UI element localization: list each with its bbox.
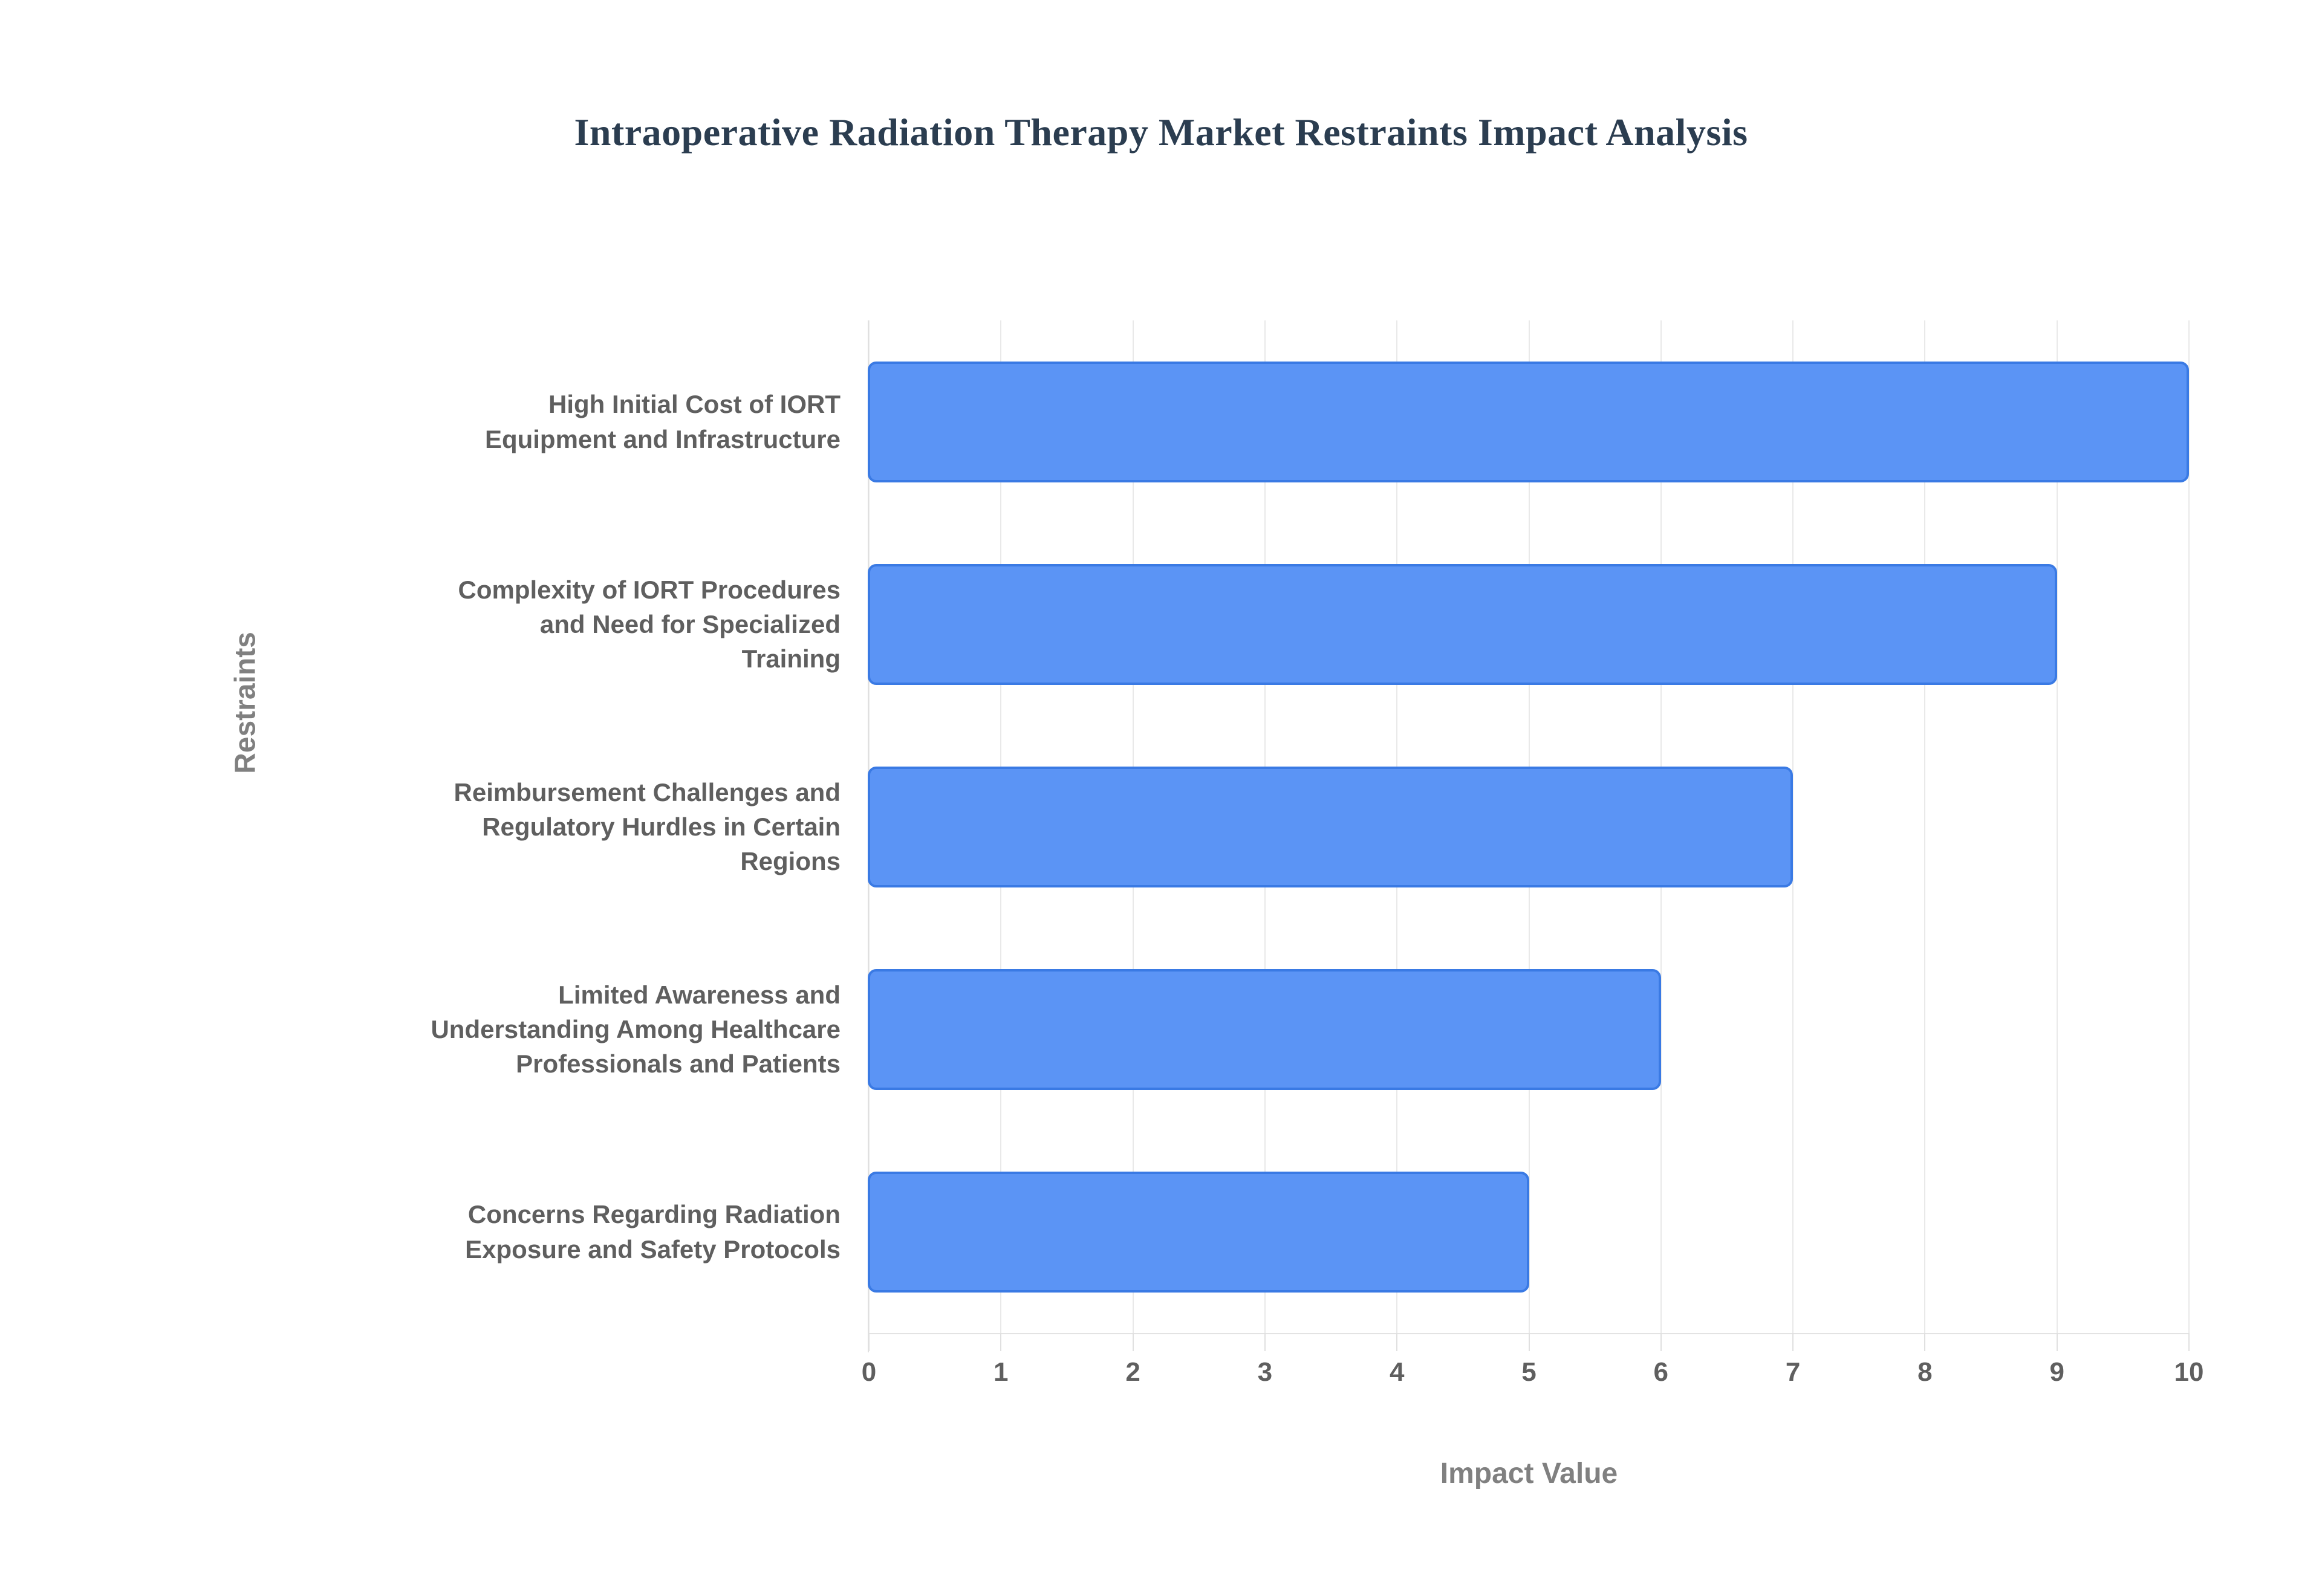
tick-mark-0 — [868, 1333, 870, 1351]
y-tick-label-text: Concerns Regarding Radiation Exposure and… — [465, 1200, 841, 1264]
x-tick-label: 4 — [1389, 1357, 1405, 1387]
bar-slot — [868, 928, 2189, 1130]
tick-mark-4 — [1396, 1333, 1398, 1351]
gridline-x-10 — [2188, 320, 2190, 1333]
x-axis-title: Impact Value — [1440, 1458, 1618, 1490]
gridline-x-9 — [2056, 320, 2058, 1333]
x-tick-label: 2 — [1125, 1357, 1140, 1387]
bar-slot — [868, 523, 2189, 725]
bar-slot — [868, 320, 2189, 523]
x-tick-label: 1 — [994, 1357, 1009, 1387]
tick-mark-5 — [1528, 1333, 1530, 1351]
x-tick-label: 5 — [1521, 1357, 1537, 1387]
gridline-x-8 — [1924, 320, 1926, 1333]
x-tick-label: 8 — [1917, 1357, 1933, 1387]
y-tick-label-text: Reimbursement Challenges and Regulatory H… — [454, 777, 841, 876]
bar[interactable] — [868, 361, 2189, 482]
tick-mark-8 — [1924, 1333, 1926, 1351]
x-tick-label: 9 — [2049, 1357, 2064, 1387]
x-tick-label: 7 — [1785, 1357, 1801, 1387]
x-tick-label: 6 — [1653, 1357, 1669, 1387]
tick-mark-6 — [1660, 1333, 1662, 1351]
y-axis-title: Restraints — [229, 632, 262, 774]
bar[interactable] — [868, 1171, 1529, 1293]
y-tick-label-text: Complexity of IORT Procedures and Need fo… — [458, 575, 841, 673]
y-tick-label-text: Limited Awareness and Understanding Among… — [431, 980, 841, 1079]
x-tick-label: 3 — [1257, 1357, 1273, 1387]
bar[interactable] — [868, 968, 1661, 1090]
gridline-x-7 — [1792, 320, 1794, 1333]
y-axis-tick-labels: High Initial Cost of IORT Equipment and I… — [230, 320, 841, 1333]
plot-area — [868, 320, 2190, 1352]
y-tick-label: Concerns Regarding Radiation Exposure and… — [230, 1130, 841, 1333]
tick-mark-2 — [1132, 1333, 1134, 1351]
bar[interactable] — [868, 766, 1794, 887]
tick-mark-3 — [1264, 1333, 1266, 1351]
tick-mark-10 — [2188, 1333, 2190, 1351]
bar-slot — [868, 1130, 2189, 1333]
x-axis-tick-labels: 0 1 2 3 4 5 6 7 8 9 10 — [862, 1357, 2204, 1400]
y-tick-label: Limited Awareness and Understanding Among… — [230, 928, 841, 1130]
bar[interactable] — [868, 563, 2057, 685]
x-tick-label: 0 — [861, 1357, 877, 1387]
tick-mark-1 — [1000, 1333, 1002, 1351]
bar-slot — [868, 725, 2189, 928]
x-tick-label: 10 — [2174, 1357, 2204, 1387]
tick-mark-9 — [2056, 1333, 2058, 1351]
y-tick-label: Reimbursement Challenges and Regulatory H… — [230, 725, 841, 928]
y-tick-label: High Initial Cost of IORT Equipment and I… — [230, 320, 841, 523]
tick-mark-7 — [1792, 1333, 1794, 1351]
y-tick-label-text: High Initial Cost of IORT Equipment and I… — [484, 390, 841, 453]
y-tick-label: Complexity of IORT Procedures and Need fo… — [230, 523, 841, 725]
chart-title: Intraoperative Radiation Therapy Market … — [574, 111, 1748, 154]
